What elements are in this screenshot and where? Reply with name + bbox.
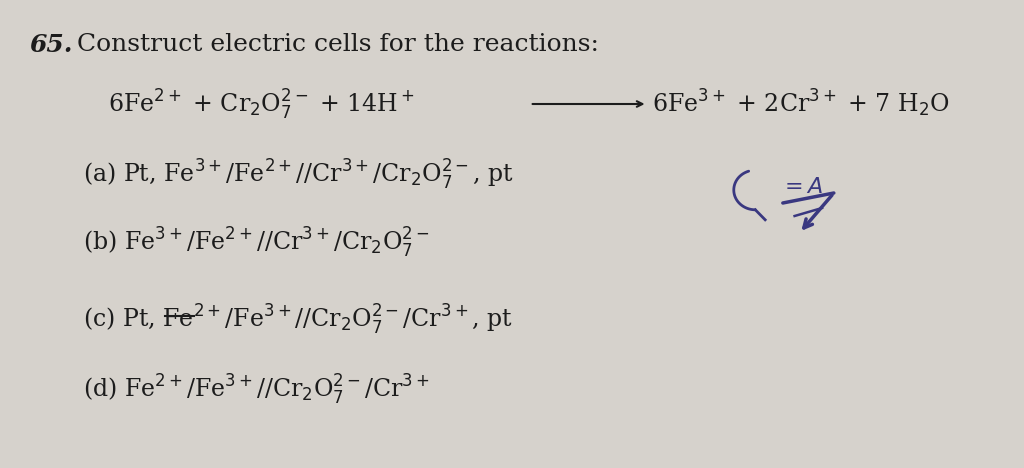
Text: 6Fe$^{2+}$ + Cr$_2$O$_7^{2-}$ + 14H$^+$: 6Fe$^{2+}$ + Cr$_2$O$_7^{2-}$ + 14H$^+$ (108, 88, 415, 122)
Text: Construct electric cells for the reactions:: Construct electric cells for the reactio… (69, 33, 599, 56)
Text: (a) Pt, Fe$^{3+}$/Fe$^{2+}$//Cr$^{3+}$/Cr$_2$O$_7^{2-}$, pt: (a) Pt, Fe$^{3+}$/Fe$^{2+}$//Cr$^{3+}$/C… (83, 158, 514, 192)
Text: (c) Pt, Fe$^{2+}$/Fe$^{3+}$//Cr$_2$O$_7^{2-}$/Cr$^{3+}$, pt: (c) Pt, Fe$^{2+}$/Fe$^{3+}$//Cr$_2$O$_7^… (83, 303, 514, 337)
Text: (d) Fe$^{2+}$/Fe$^{3+}$//Cr$_2$O$_7^{2-}$/Cr$^{3+}$: (d) Fe$^{2+}$/Fe$^{3+}$//Cr$_2$O$_7^{2-}… (83, 373, 430, 407)
Text: 65.: 65. (30, 33, 73, 57)
Text: 6Fe$^{3+}$ + 2Cr$^{3+}$ + 7 H$_2$O: 6Fe$^{3+}$ + 2Cr$^{3+}$ + 7 H$_2$O (652, 88, 950, 119)
Text: (b) Fe$^{3+}$/Fe$^{2+}$//Cr$^{3+}$/Cr$_2$O$_7^{2-}$: (b) Fe$^{3+}$/Fe$^{2+}$//Cr$^{3+}$/Cr$_2… (83, 226, 430, 260)
Text: $= A$: $= A$ (780, 176, 823, 198)
